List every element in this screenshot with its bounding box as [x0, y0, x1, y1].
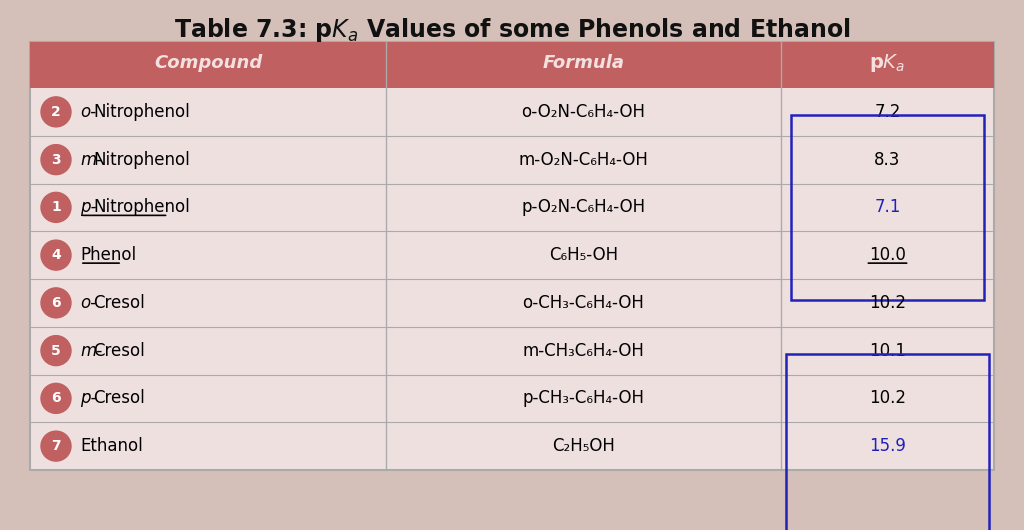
Text: 15.9: 15.9 [869, 437, 906, 455]
Text: Ethanol: Ethanol [80, 437, 142, 455]
Text: Nitrophenol: Nitrophenol [93, 103, 189, 121]
Text: Formula: Formula [543, 54, 625, 72]
Text: 7: 7 [51, 439, 60, 453]
Circle shape [41, 383, 71, 413]
Text: 1: 1 [51, 200, 60, 214]
Text: Cresol: Cresol [93, 342, 144, 360]
Circle shape [41, 335, 71, 366]
Text: 8.3: 8.3 [874, 151, 901, 169]
Text: Phenol: Phenol [80, 246, 136, 264]
Text: o-CH₃-C₆H₄-OH: o-CH₃-C₆H₄-OH [522, 294, 644, 312]
Text: m-: m- [80, 151, 102, 169]
Circle shape [41, 192, 71, 223]
Circle shape [41, 288, 71, 318]
Text: 6: 6 [51, 391, 60, 405]
Text: o-: o- [80, 294, 96, 312]
Text: m-CH₃C₆H₄-OH: m-CH₃C₆H₄-OH [522, 342, 644, 360]
Text: 5: 5 [51, 343, 60, 358]
Text: 10.2: 10.2 [869, 390, 906, 408]
Text: Cresol: Cresol [93, 390, 144, 408]
Text: Cresol: Cresol [93, 294, 144, 312]
Text: Nitrophenol: Nitrophenol [93, 198, 189, 216]
Text: Table 7.3: p$K_a$ Values of some Phenols and Ethanol: Table 7.3: p$K_a$ Values of some Phenols… [174, 16, 850, 44]
Text: m-: m- [80, 342, 102, 360]
Text: p-O₂N-C₆H₄-OH: p-O₂N-C₆H₄-OH [521, 198, 645, 216]
Text: p-CH₃-C₆H₄-OH: p-CH₃-C₆H₄-OH [522, 390, 644, 408]
Text: 10.2: 10.2 [869, 294, 906, 312]
Text: Nitrophenol: Nitrophenol [93, 151, 189, 169]
Text: 2: 2 [51, 105, 60, 119]
Text: p-: p- [80, 390, 96, 408]
Text: o-: o- [80, 103, 96, 121]
Text: 7.2: 7.2 [874, 103, 901, 121]
Text: 10.1: 10.1 [869, 342, 906, 360]
Circle shape [41, 431, 71, 461]
Circle shape [41, 97, 71, 127]
Text: p-: p- [80, 198, 96, 216]
Text: C₂H₅OH: C₂H₅OH [552, 437, 615, 455]
Circle shape [41, 145, 71, 174]
Text: Compound: Compound [154, 54, 262, 72]
Text: o-O₂N-C₆H₄-OH: o-O₂N-C₆H₄-OH [521, 103, 645, 121]
Text: 7.1: 7.1 [874, 198, 901, 216]
Text: 10.0: 10.0 [869, 246, 906, 264]
Text: p$K_a$: p$K_a$ [869, 52, 905, 74]
Text: m-O₂N-C₆H₄-OH: m-O₂N-C₆H₄-OH [518, 151, 648, 169]
Text: 3: 3 [51, 153, 60, 166]
Text: 6: 6 [51, 296, 60, 310]
Circle shape [41, 240, 71, 270]
Bar [30, 42, 994, 470]
Text: C₆H₅-OH: C₆H₅-OH [549, 246, 618, 264]
Bar [30, 42, 994, 88]
Text: 4: 4 [51, 248, 60, 262]
